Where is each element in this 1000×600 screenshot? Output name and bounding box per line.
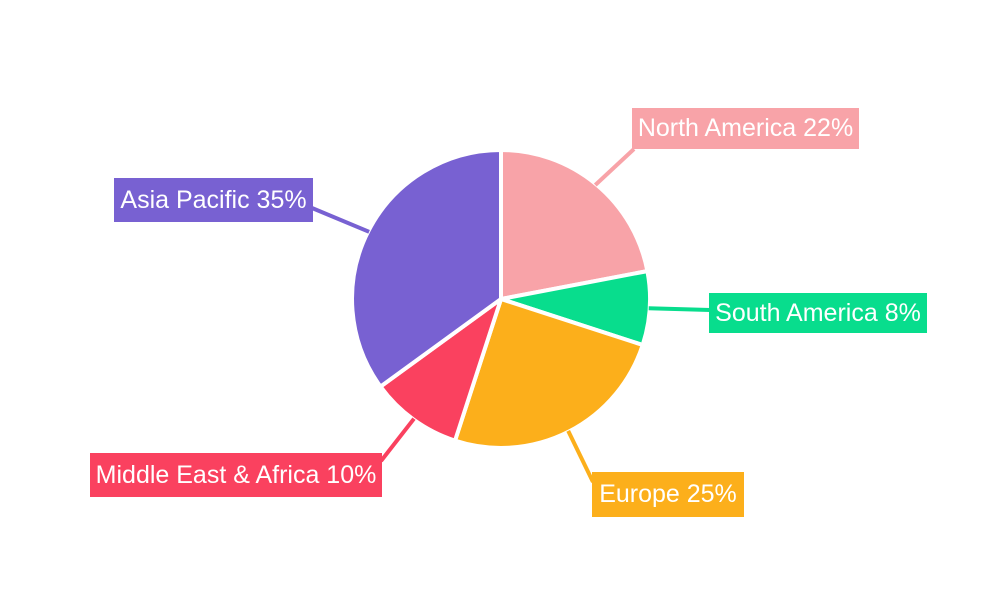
leader-line-asia-pacific <box>311 206 370 234</box>
leader-line-north-america <box>593 147 636 187</box>
callout-label-europe: Europe 25% <box>592 472 744 517</box>
callout-label-asia-pacific: Asia Pacific 35% <box>114 178 313 222</box>
leader-line-middle-east-africa <box>379 417 416 463</box>
leader-line-europe <box>566 430 595 483</box>
callout-label-middle-east-africa: Middle East & Africa 10% <box>90 453 382 497</box>
leader-line-south-america <box>648 306 711 312</box>
callout-label-north-america: North America 22% <box>632 108 859 149</box>
callout-label-south-america: South America 8% <box>709 293 927 333</box>
